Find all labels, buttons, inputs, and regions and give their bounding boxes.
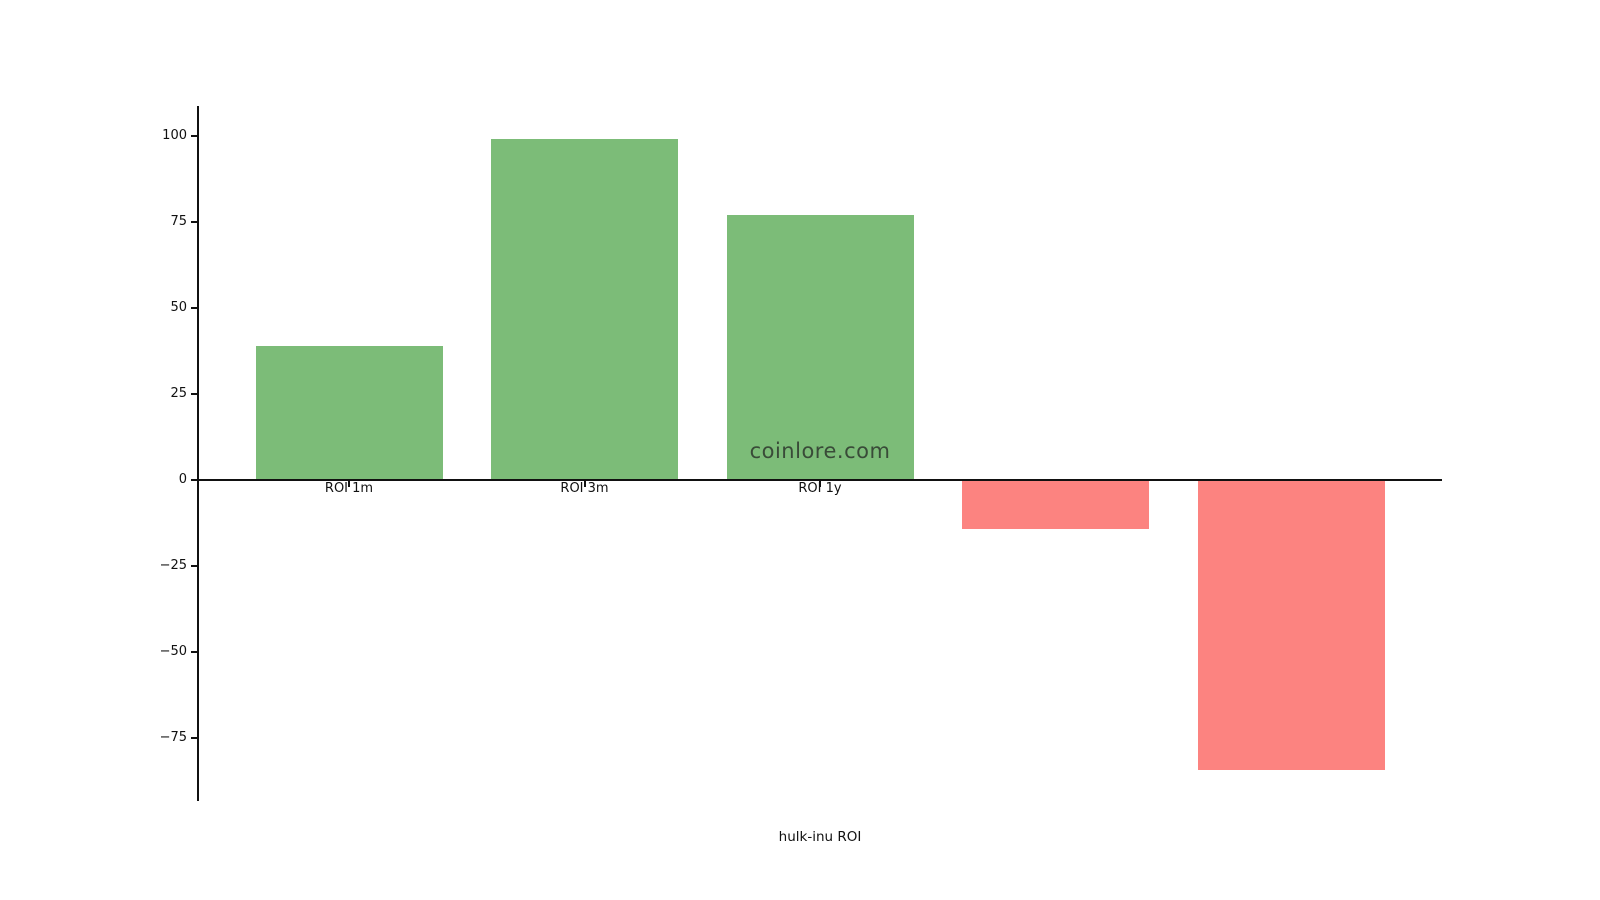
bar-roi-1y bbox=[726, 215, 914, 480]
y-tick-mark bbox=[191, 479, 197, 481]
x-tick-mark bbox=[819, 481, 821, 487]
y-tick-mark bbox=[191, 135, 197, 137]
x-tick-label-roi-1y: ROI 1y bbox=[798, 481, 842, 496]
x-tick-label-roi-1m: ROI 1m bbox=[324, 481, 374, 496]
y-tick-mark bbox=[191, 221, 197, 223]
y-tick-mark bbox=[191, 307, 197, 309]
x-axis-zero-line bbox=[197, 479, 1442, 481]
y-tick-label: 0 bbox=[178, 472, 187, 487]
y-tick-mark bbox=[191, 393, 197, 395]
y-tick-label: −25 bbox=[159, 558, 187, 573]
chart-x-axis-title: hulk-inu ROI bbox=[778, 829, 862, 845]
y-tick-label: 75 bbox=[170, 214, 187, 229]
y-tick-mark bbox=[191, 651, 197, 653]
bar-negative-4 bbox=[962, 481, 1149, 530]
y-tick-label: 100 bbox=[162, 128, 187, 143]
bar-negative-5 bbox=[1197, 481, 1385, 770]
y-tick-mark bbox=[191, 737, 197, 739]
coinlore-watermark: coinlore.com bbox=[749, 439, 891, 463]
y-tick-mark bbox=[191, 565, 197, 567]
y-tick-label: −75 bbox=[159, 730, 187, 745]
x-tick-mark bbox=[348, 481, 350, 487]
y-axis-line bbox=[197, 106, 199, 801]
x-tick-mark bbox=[583, 481, 586, 487]
y-tick-label: 50 bbox=[170, 300, 187, 315]
bar-roi-1m bbox=[255, 345, 443, 480]
bar-roi-3m bbox=[491, 139, 678, 480]
y-tick-label: 25 bbox=[170, 386, 187, 401]
x-tick-label-roi-3m: ROI 3m bbox=[560, 481, 609, 496]
y-tick-label: −50 bbox=[159, 644, 187, 659]
